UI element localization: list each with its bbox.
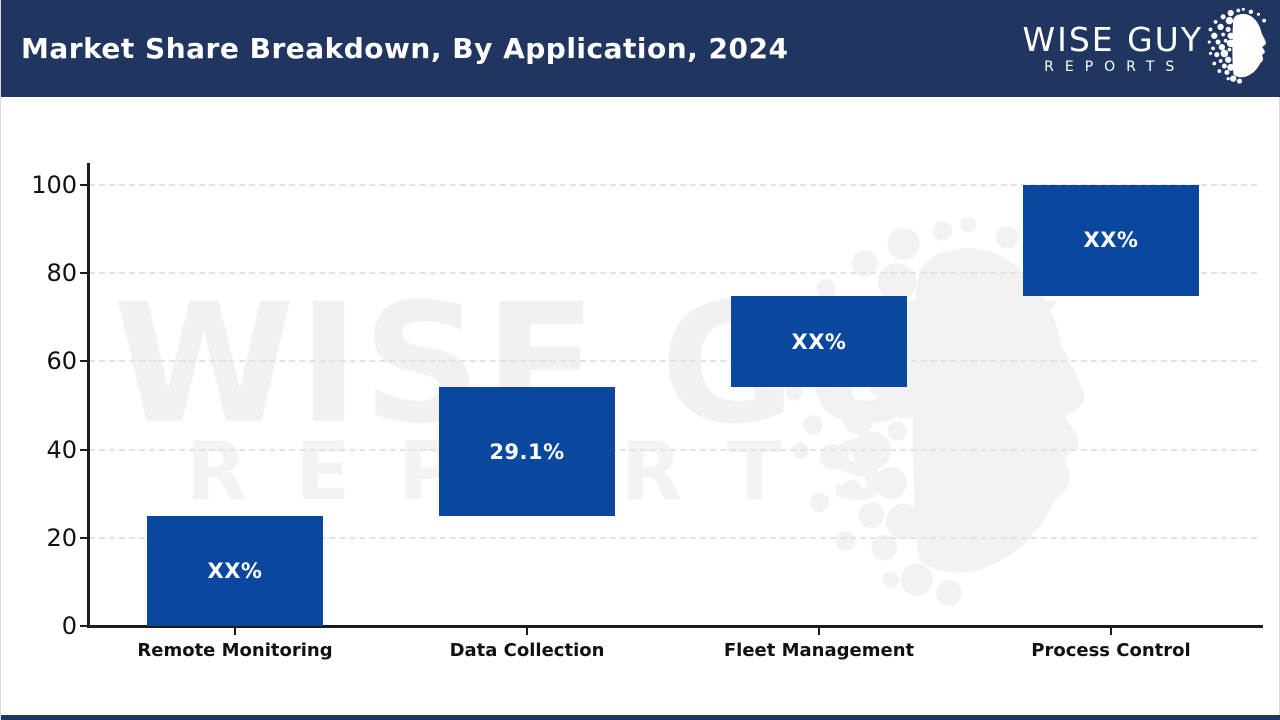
logo-face-icon: [1207, 8, 1267, 84]
y-tick-label-0: 0: [61, 612, 77, 640]
bar-value-label: XX%: [791, 329, 847, 354]
x-tick-0: [234, 627, 236, 635]
gridline-20: [89, 536, 1257, 539]
bar-fleet-management: XX%: [731, 295, 907, 388]
y-tick-label-60: 60: [46, 347, 77, 376]
y-tick-60: [80, 360, 88, 363]
x-tick-label-2: Fleet Management: [723, 640, 915, 661]
logo-text: WISE GUY REPORTS: [1022, 23, 1203, 75]
bar-process-control: XX%: [1023, 185, 1199, 296]
footer-strip: [1, 715, 1280, 720]
bar-remote-monitoring: XX%: [147, 515, 323, 626]
y-tick-100: [80, 184, 88, 187]
wiseguy-logo: WISE GUY REPORTS: [1022, 4, 1269, 94]
logo-subtitle: REPORTS: [1044, 59, 1186, 75]
y-tick-label-20: 20: [46, 523, 77, 552]
y-tick-0: [80, 625, 88, 627]
x-tick-label-1: Data Collection: [449, 640, 605, 661]
bar-value-label: XX%: [1083, 228, 1139, 253]
bar-value-label: XX%: [207, 558, 263, 583]
gridline-80: [89, 272, 1257, 275]
page-title: Market Share Breakdown, By Application, …: [21, 32, 789, 65]
x-axis-line: [87, 625, 1263, 628]
x-tick-1: [526, 627, 528, 635]
y-axis-line: [87, 163, 90, 628]
x-tick-3: [1110, 627, 1112, 635]
x-tick-2: [818, 627, 820, 635]
y-tick-40: [80, 448, 88, 451]
x-tick-label-3: Process Control: [1031, 640, 1191, 661]
y-tick-label-80: 80: [46, 259, 77, 288]
bar-value-label: 29.1%: [489, 439, 565, 464]
header-bar: Market Share Breakdown, By Application, …: [1, 0, 1280, 97]
gridline-100: [89, 184, 1257, 187]
y-tick-20: [80, 536, 88, 539]
gridline-40: [89, 448, 1257, 451]
y-tick-label-100: 100: [31, 171, 77, 200]
bar-data-collection: 29.1%: [439, 387, 615, 516]
plot-area: 0 20 40 60 80 100 XX% Remote Monitoring 29.1% Dat…: [1, 97, 1280, 715]
y-tick-label-40: 40: [46, 435, 77, 464]
gridline-60: [89, 360, 1257, 363]
x-tick-label-0: Remote Monitoring: [137, 640, 333, 661]
y-tick-80: [80, 272, 88, 275]
logo-wordmark: WISE GUY: [1022, 20, 1203, 59]
